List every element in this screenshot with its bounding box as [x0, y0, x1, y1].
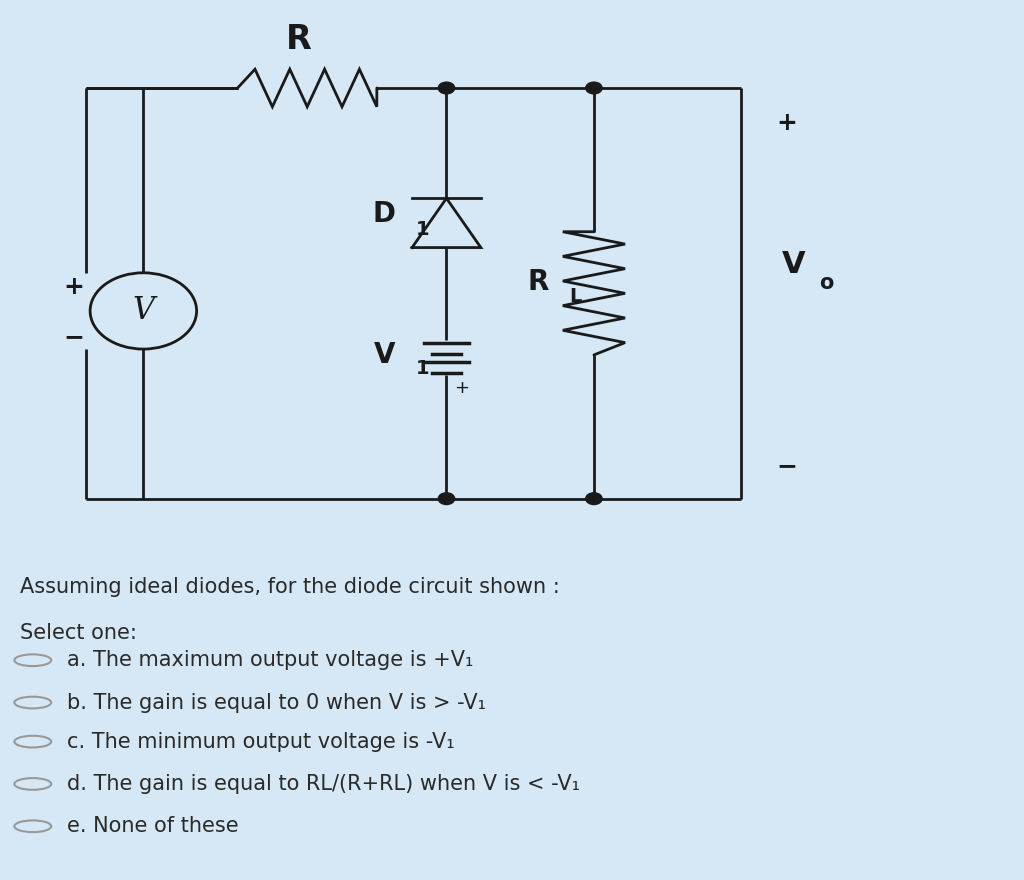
Text: V: V — [782, 250, 806, 278]
Text: +: + — [776, 111, 797, 136]
Text: d. The gain is equal to RL/(R+RL) when V is < -V₁: d. The gain is equal to RL/(R+RL) when V… — [67, 774, 580, 794]
Text: D: D — [373, 200, 395, 228]
Circle shape — [586, 82, 602, 94]
Text: 1: 1 — [416, 359, 429, 378]
Text: V: V — [132, 296, 155, 326]
Text: +: + — [63, 275, 84, 299]
Text: a. The maximum output voltage is +V₁: a. The maximum output voltage is +V₁ — [67, 650, 473, 671]
Circle shape — [438, 82, 455, 94]
Circle shape — [586, 493, 602, 504]
Text: −: − — [63, 326, 84, 349]
Circle shape — [438, 493, 455, 504]
Text: o: o — [819, 273, 834, 293]
Text: b. The gain is equal to 0 when V is > -V₁: b. The gain is equal to 0 when V is > -V… — [67, 693, 485, 713]
Text: Select one:: Select one: — [20, 623, 137, 642]
Text: R: R — [286, 23, 312, 55]
Text: −: − — [776, 454, 797, 479]
Text: 1: 1 — [416, 221, 429, 239]
Text: Assuming ideal diodes, for the diode circuit shown :: Assuming ideal diodes, for the diode cir… — [20, 577, 560, 598]
Text: V: V — [374, 341, 395, 369]
Text: +: + — [454, 379, 469, 398]
Text: c. The minimum output voltage is -V₁: c. The minimum output voltage is -V₁ — [67, 731, 455, 752]
Text: L: L — [569, 287, 582, 305]
Text: e. None of these: e. None of these — [67, 817, 239, 836]
Text: R: R — [527, 268, 549, 296]
